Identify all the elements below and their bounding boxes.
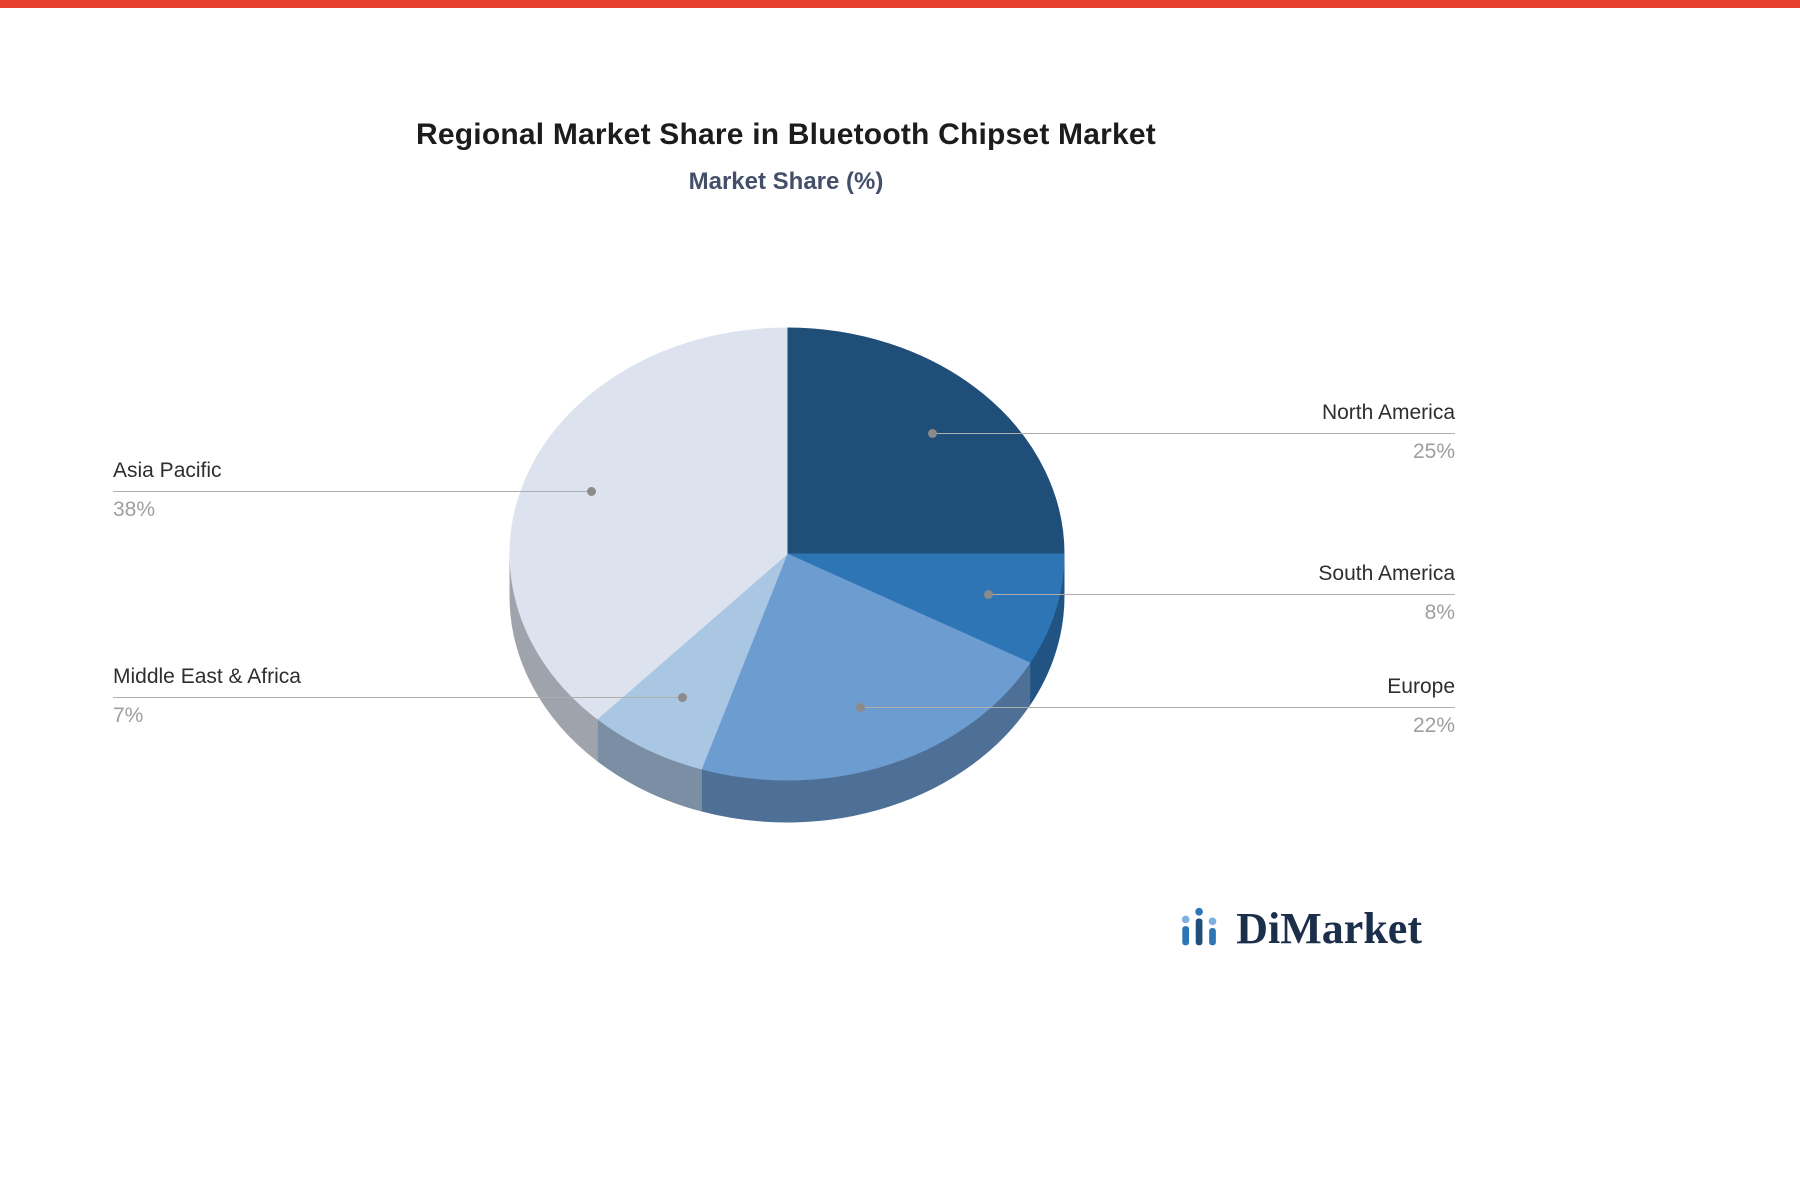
callout-south-america: South America 8% <box>984 562 1455 624</box>
callout-label: Middle East & Africa <box>113 665 301 688</box>
leader-dot <box>928 429 937 438</box>
callout-label: Europe <box>1387 675 1455 698</box>
callout-label: North America <box>1321 401 1455 424</box>
callout-value: 25% <box>1412 440 1455 463</box>
callout-asia-pacific: Asia Pacific 38% <box>113 459 596 521</box>
bar-chart-dots-icon <box>1182 907 1217 946</box>
callout-value: 8% <box>1424 601 1455 624</box>
logo-text: DiMarket <box>1236 904 1422 953</box>
chart-title: Regional Market Share in Bluetooth Chips… <box>416 118 1156 151</box>
chart-subtitle: Market Share (%) <box>688 168 884 195</box>
callout-label: Asia Pacific <box>113 459 222 482</box>
leader-dot <box>984 590 993 599</box>
callout-north-america: North America 25% <box>928 401 1455 463</box>
callout-value: 7% <box>113 704 144 727</box>
callout-middle-east-africa: Middle East & Africa 7% <box>113 665 687 727</box>
chart-header: Regional Market Share in Bluetooth Chips… <box>0 118 1572 196</box>
callout-value: 38% <box>113 498 156 521</box>
dimarket-logo: DiMarket <box>1178 906 1422 952</box>
callout-europe: Europe 22% <box>856 675 1455 737</box>
leader-dot <box>678 693 687 702</box>
callout-value: 22% <box>1412 714 1455 737</box>
leader-dot <box>587 487 596 496</box>
leader-dot <box>856 703 865 712</box>
top-accent-bar <box>0 0 1800 8</box>
callout-label: South America <box>1318 562 1455 585</box>
